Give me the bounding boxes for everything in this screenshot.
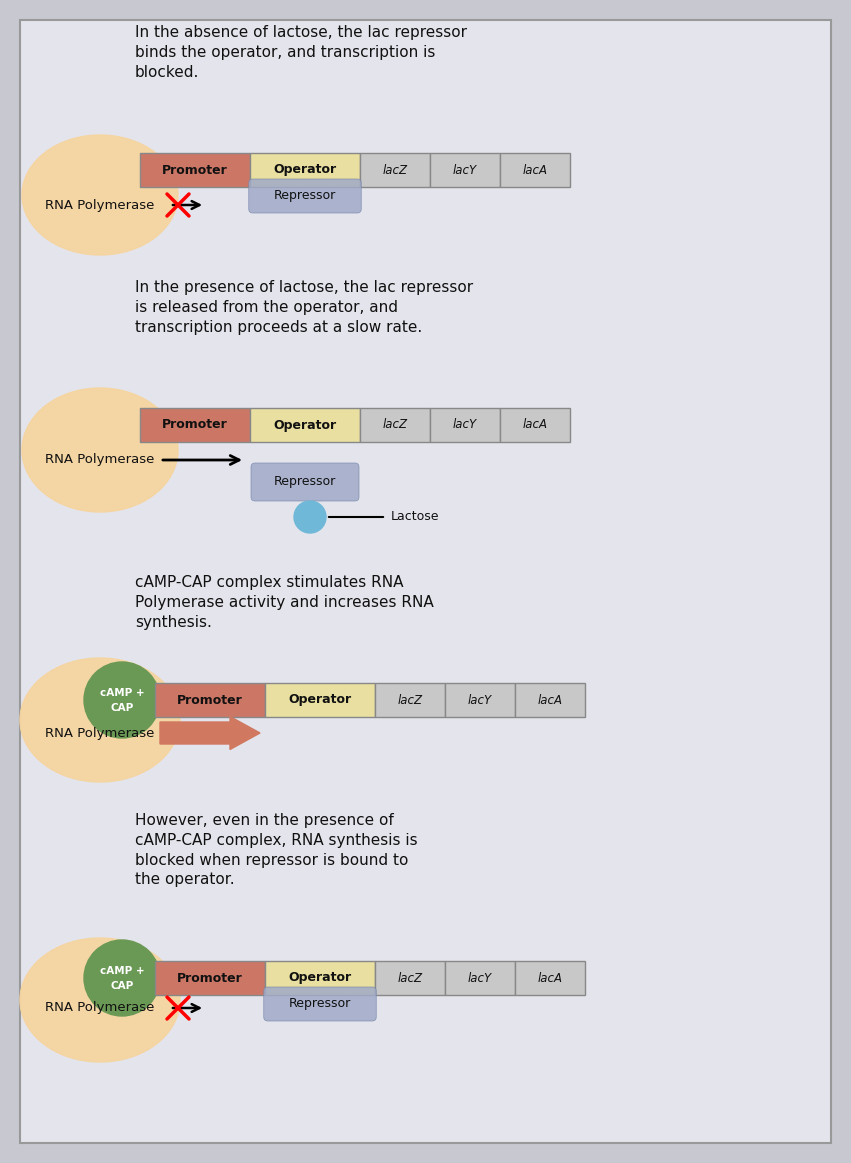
Text: Repressor: Repressor <box>274 476 336 488</box>
FancyBboxPatch shape <box>515 961 585 996</box>
Text: Promoter: Promoter <box>177 971 243 985</box>
FancyBboxPatch shape <box>500 408 570 442</box>
Text: lacZ: lacZ <box>397 971 422 985</box>
Text: cAMP +: cAMP + <box>100 688 145 698</box>
FancyBboxPatch shape <box>251 463 359 501</box>
Text: lacA: lacA <box>538 693 563 706</box>
FancyBboxPatch shape <box>250 154 360 187</box>
FancyBboxPatch shape <box>445 683 515 718</box>
Circle shape <box>84 662 160 739</box>
Text: Operator: Operator <box>288 971 351 985</box>
FancyBboxPatch shape <box>430 408 500 442</box>
Text: Operator: Operator <box>273 419 336 431</box>
FancyBboxPatch shape <box>500 154 570 187</box>
FancyBboxPatch shape <box>360 154 430 187</box>
Text: Promoter: Promoter <box>177 693 243 706</box>
Text: lacZ: lacZ <box>382 419 408 431</box>
Text: lacA: lacA <box>523 419 547 431</box>
Text: In the absence of lactose, the lac repressor
binds the operator, and transcripti: In the absence of lactose, the lac repre… <box>135 24 467 79</box>
Text: cAMP-CAP complex stimulates RNA
Polymerase activity and increases RNA
synthesis.: cAMP-CAP complex stimulates RNA Polymera… <box>135 575 434 629</box>
Text: cAMP +: cAMP + <box>100 966 145 976</box>
Text: lacY: lacY <box>468 693 492 706</box>
Text: Repressor: Repressor <box>274 190 336 202</box>
Text: lacZ: lacZ <box>382 164 408 177</box>
FancyBboxPatch shape <box>265 961 375 996</box>
FancyBboxPatch shape <box>360 408 430 442</box>
Text: RNA Polymerase: RNA Polymerase <box>45 199 154 212</box>
FancyBboxPatch shape <box>264 987 376 1021</box>
Text: lacA: lacA <box>523 164 547 177</box>
FancyBboxPatch shape <box>375 683 445 718</box>
FancyBboxPatch shape <box>140 154 250 187</box>
Text: Operator: Operator <box>273 164 336 177</box>
Text: CAP: CAP <box>111 982 134 991</box>
Text: lacA: lacA <box>538 971 563 985</box>
Text: Promoter: Promoter <box>163 419 228 431</box>
Text: RNA Polymerase: RNA Polymerase <box>45 454 154 466</box>
Text: lacY: lacY <box>453 164 477 177</box>
FancyBboxPatch shape <box>515 683 585 718</box>
Ellipse shape <box>22 388 178 512</box>
FancyBboxPatch shape <box>375 961 445 996</box>
FancyBboxPatch shape <box>155 683 265 718</box>
FancyBboxPatch shape <box>20 20 831 1143</box>
Ellipse shape <box>22 135 178 255</box>
FancyBboxPatch shape <box>248 179 362 213</box>
FancyBboxPatch shape <box>430 154 500 187</box>
Text: lacY: lacY <box>468 971 492 985</box>
Circle shape <box>84 940 160 1016</box>
Text: Promoter: Promoter <box>163 164 228 177</box>
Ellipse shape <box>20 939 180 1062</box>
Text: Lactose: Lactose <box>391 511 439 523</box>
FancyBboxPatch shape <box>445 961 515 996</box>
Text: RNA Polymerase: RNA Polymerase <box>45 1001 154 1014</box>
Circle shape <box>294 501 326 533</box>
Text: However, even in the presence of
cAMP-CAP complex, RNA synthesis is
blocked when: However, even in the presence of cAMP-CA… <box>135 813 418 887</box>
Text: Operator: Operator <box>288 693 351 706</box>
Ellipse shape <box>20 658 180 782</box>
Text: Repressor: Repressor <box>288 998 351 1011</box>
Text: In the presence of lactose, the lac repressor
is released from the operator, and: In the presence of lactose, the lac repr… <box>135 280 473 335</box>
Text: RNA Polymerase: RNA Polymerase <box>45 727 154 740</box>
FancyBboxPatch shape <box>140 408 250 442</box>
FancyBboxPatch shape <box>155 961 265 996</box>
Text: CAP: CAP <box>111 702 134 713</box>
FancyBboxPatch shape <box>265 683 375 718</box>
Text: lacY: lacY <box>453 419 477 431</box>
FancyBboxPatch shape <box>250 408 360 442</box>
FancyArrow shape <box>160 716 260 749</box>
Text: lacZ: lacZ <box>397 693 422 706</box>
